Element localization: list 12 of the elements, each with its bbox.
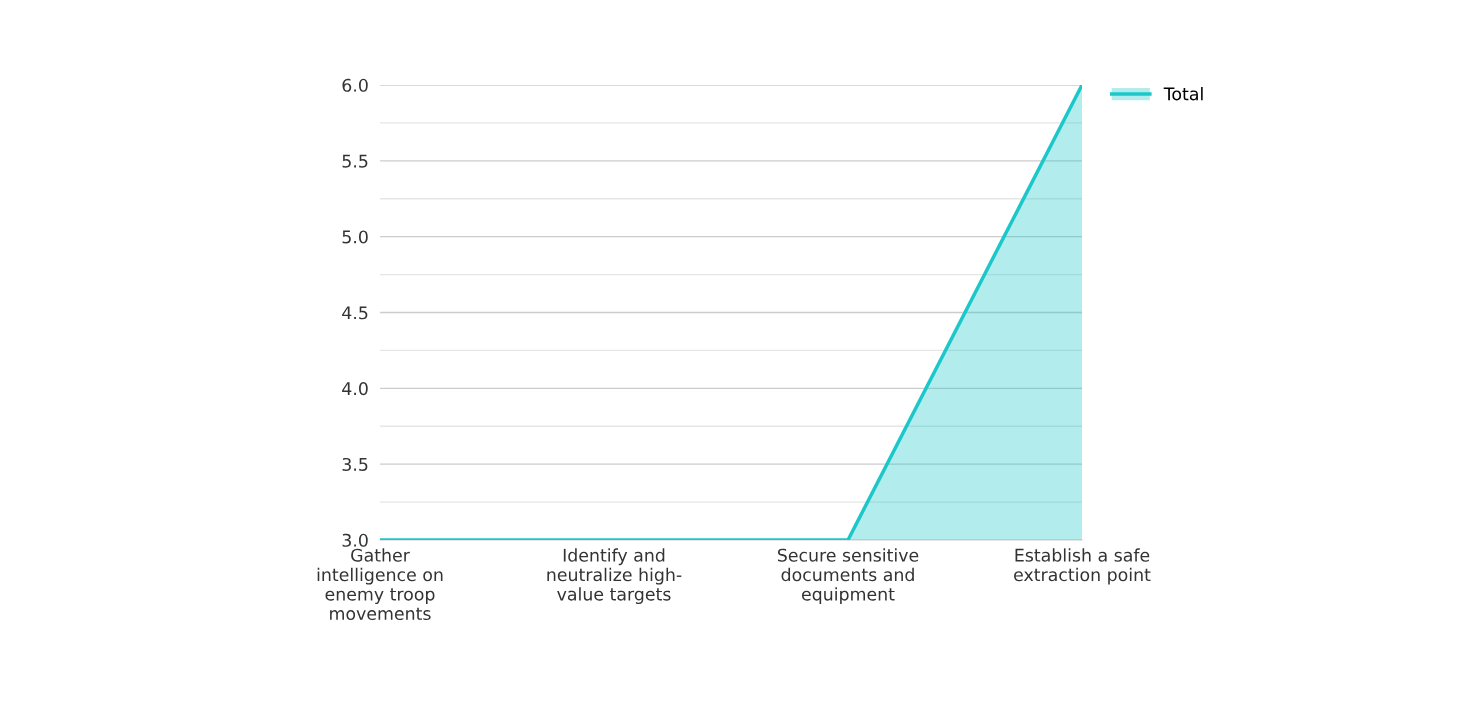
x-tick-label: Gather intelligence on enemy troop movements (317, 548, 443, 621)
y-tick-label: 5.0 (342, 230, 368, 244)
y-tick-label: 4.0 (342, 382, 368, 396)
y-tick-label: 5.5 (342, 154, 368, 168)
y-tick-label: 3.5 (342, 457, 368, 472)
x-tick-label: Establish a safe extraction point (1014, 548, 1151, 585)
legend-label: Total (1163, 86, 1203, 101)
x-tick-label: Secure sensitive documents and equipment (777, 548, 919, 605)
y-tick-label: 4.5 (342, 306, 368, 320)
y-tick-label: 3.0 (342, 533, 368, 547)
x-tick-label: Identify and neutralize high- value targets (547, 548, 682, 605)
y-tick-label: 6.0 (342, 78, 368, 92)
